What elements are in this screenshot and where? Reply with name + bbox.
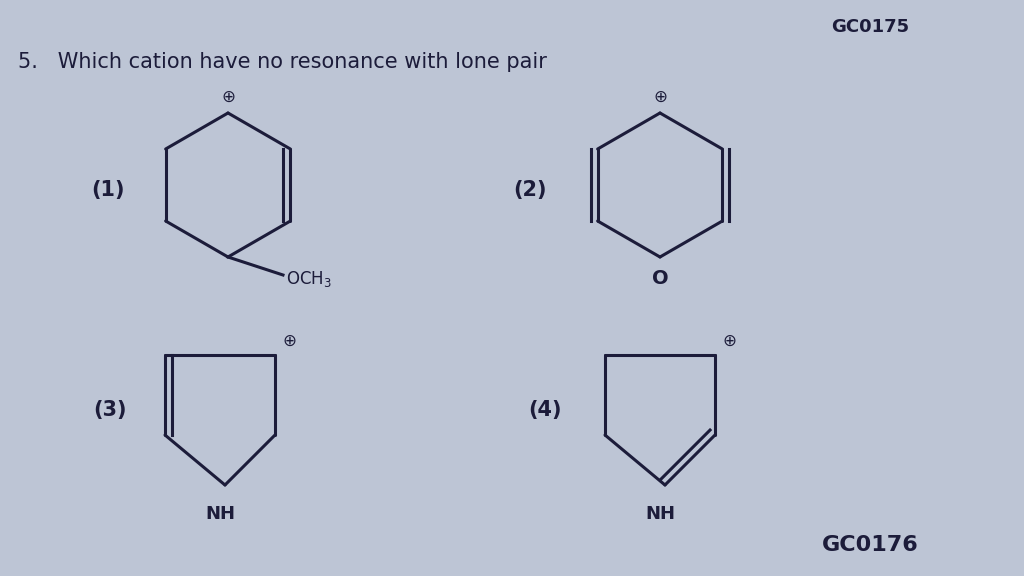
- Text: GC0176: GC0176: [821, 535, 919, 555]
- Text: $\oplus$: $\oplus$: [722, 332, 736, 350]
- Text: (4): (4): [528, 400, 562, 420]
- Text: $\oplus$: $\oplus$: [652, 88, 668, 106]
- Text: NH: NH: [205, 505, 234, 523]
- Text: OCH$_3$: OCH$_3$: [286, 269, 332, 289]
- Text: (3): (3): [93, 400, 127, 420]
- Text: (2): (2): [513, 180, 547, 200]
- Text: $\oplus$: $\oplus$: [282, 332, 296, 350]
- Text: NH: NH: [645, 505, 675, 523]
- Text: (1): (1): [91, 180, 125, 200]
- Text: O: O: [651, 270, 669, 289]
- Text: $\oplus$: $\oplus$: [221, 88, 236, 106]
- Text: GC0175: GC0175: [830, 18, 909, 36]
- Text: 5.   Which cation have no resonance with lone pair: 5. Which cation have no resonance with l…: [18, 52, 547, 72]
